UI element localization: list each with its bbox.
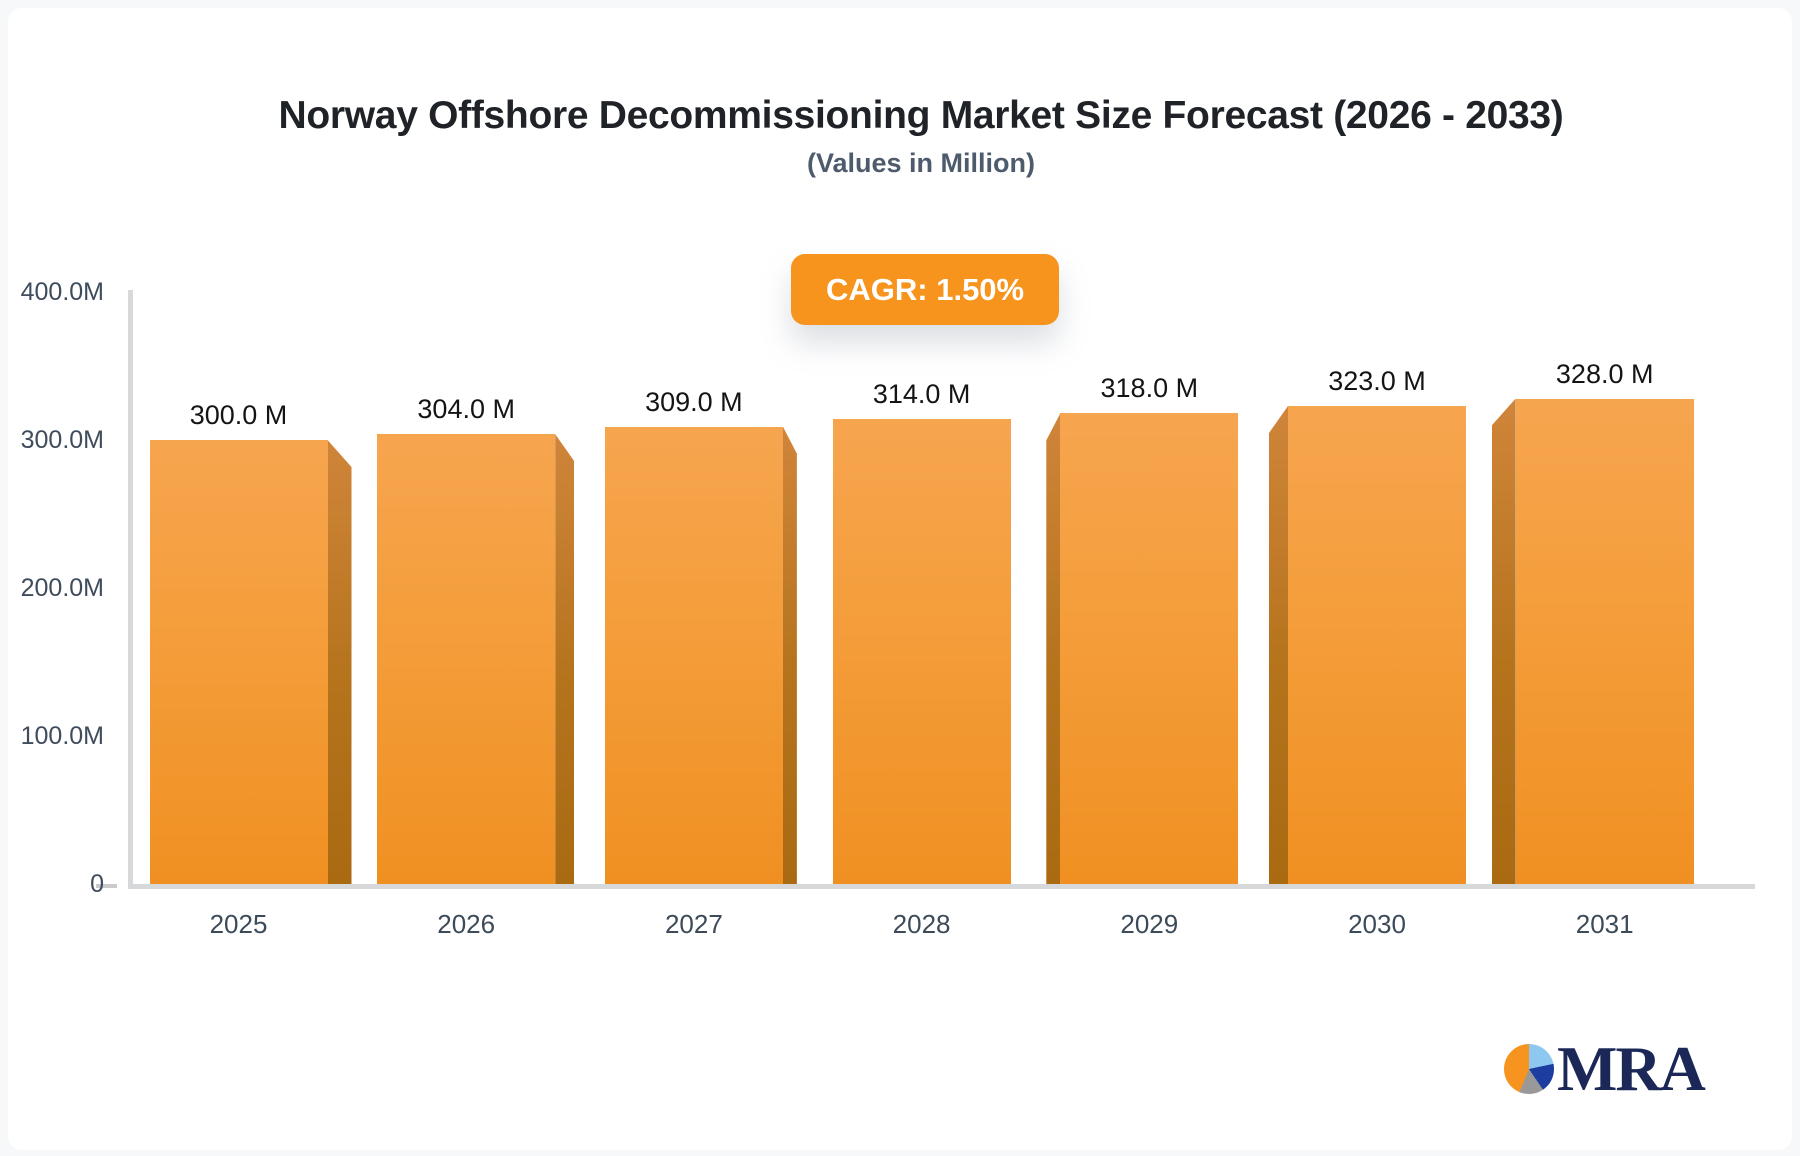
x-axis-label: 2028 (892, 909, 951, 939)
bar-2026 (377, 434, 556, 884)
bar-value-label: 328.0 M (1555, 358, 1654, 389)
logo-text: MRA (1557, 1033, 1706, 1104)
pie-chart-logo-icon (1504, 1044, 1554, 1094)
x-axis-label: 2031 (1575, 909, 1634, 939)
bar-value-label: 309.0 M (645, 386, 743, 417)
bar-3d-side (327, 440, 352, 884)
bar-value-label: 300.0 M (189, 400, 288, 430)
y-axis-line (128, 290, 133, 887)
x-axis-label: 2029 (1120, 909, 1179, 939)
bar-3d-side (1269, 405, 1288, 884)
bar-2027 (604, 426, 783, 884)
bar-value-label: 314.0 M (872, 379, 971, 410)
x-axis-label: 2030 (1348, 909, 1406, 939)
chart-title: Norway Offshore Decommissioning Market S… (278, 94, 1564, 137)
chart-subtitle: (Values in Million) (806, 148, 1036, 178)
x-axis-label: 2026 (437, 909, 496, 939)
x-axis-label: 2027 (664, 909, 723, 939)
bar-value-label: 323.0 M (1328, 365, 1426, 396)
y-axis-tick-label: 300.0M (20, 426, 104, 454)
bar-3d-side (1491, 398, 1516, 884)
zero-tick (96, 884, 117, 888)
cagr-badge: CAGR: 1.50% (791, 254, 1060, 325)
bar-2029 (1060, 413, 1239, 884)
y-axis-tick-label: 100.0M (20, 722, 104, 750)
bar-2030 (1288, 405, 1466, 884)
y-axis-tick-label: 200.0M (20, 574, 104, 602)
bar-2031 (1515, 398, 1694, 884)
mra-logo: MRA (1504, 1033, 1706, 1104)
y-axis-tick-label: 0 (90, 870, 104, 898)
bar-3d-side (555, 434, 575, 884)
bar-value-label: 318.0 M (1100, 373, 1199, 404)
y-axis-tick-label: 400.0M (20, 278, 104, 306)
bar-2028 (832, 419, 1011, 884)
x-axis-line (128, 884, 1755, 889)
x-axis-label: 2025 (209, 909, 268, 939)
bar-2025 (149, 440, 328, 884)
bar-3d-side (782, 426, 797, 884)
bar-3d-side (1046, 413, 1061, 884)
bar-value-label: 304.0 M (417, 394, 515, 425)
